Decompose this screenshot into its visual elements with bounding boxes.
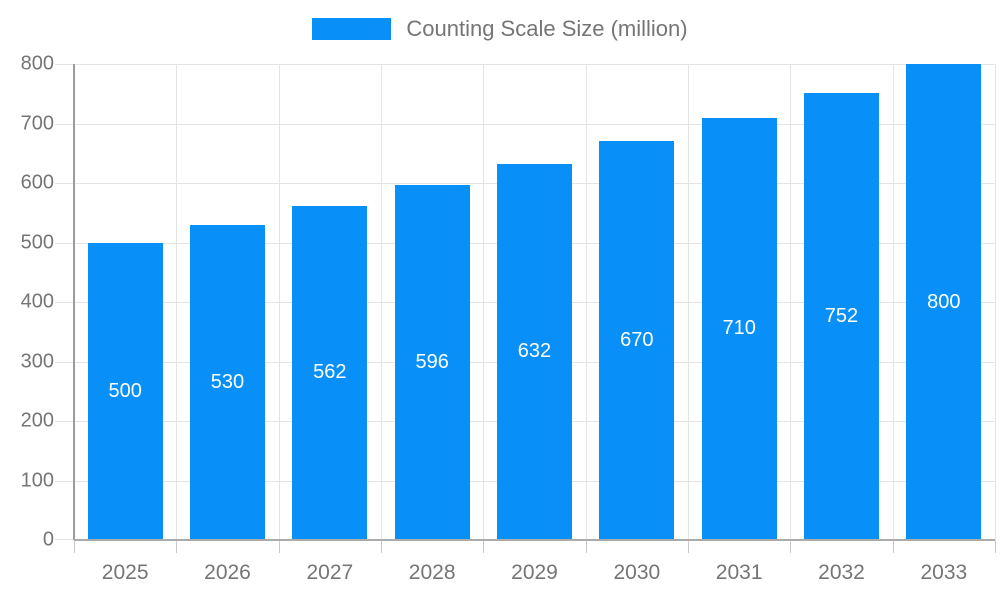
bar-2030[interactable]: 670 [599, 141, 675, 540]
y-axis-label-0: 0 [42, 528, 54, 551]
x-axis-line [74, 539, 995, 541]
x-tick-9 [995, 540, 996, 553]
x-axis-label-2026: 2026 [204, 561, 251, 584]
bar-value-label-2028: 596 [415, 351, 449, 374]
bar-value-label-2029: 632 [517, 340, 552, 363]
y-axis-label-100: 100 [20, 469, 54, 491]
x-gridline-5 [585, 64, 587, 540]
y-axis-label-700: 700 [20, 112, 54, 134]
x-gridline-6 [688, 64, 689, 540]
bar-2031[interactable]: 710 [701, 117, 777, 540]
x-axis-label-2025: 2025 [101, 561, 149, 584]
x-axis-label-2032: 2032 [818, 561, 865, 584]
bar-2025[interactable]: 500 [87, 242, 163, 540]
x-tick-0 [74, 540, 75, 553]
legend-label: Counting Scale Size (million) [406, 16, 688, 41]
x-tick-3 [381, 540, 382, 553]
x-axis-label-2030: 2030 [613, 561, 661, 584]
bar-value-label-2027: 562 [313, 361, 347, 384]
bar-value-label-2032: 752 [824, 304, 859, 327]
x-tick-6 [688, 540, 689, 553]
bar-2026[interactable]: 530 [190, 224, 265, 540]
x-tick-5 [585, 540, 587, 553]
y-tick-0 [55, 539, 74, 540]
y-axis-label-500: 500 [20, 231, 54, 253]
x-axis-label-2028: 2028 [408, 561, 456, 584]
bar-value-label-2030: 670 [620, 329, 654, 352]
x-axis-label-2027: 2027 [306, 561, 354, 584]
y-axis-label-400: 400 [20, 290, 54, 313]
chart-legend[interactable]: Counting Scale Size (million) [0, 16, 1000, 42]
x-gridline-9 [995, 64, 996, 540]
x-tick-8 [892, 540, 894, 553]
bar-2028[interactable]: 596 [394, 185, 470, 540]
x-gridline-2 [278, 64, 280, 540]
x-axis-label-2029: 2029 [511, 561, 558, 584]
x-gridline-4 [483, 64, 485, 540]
y-axis-label-200: 200 [20, 409, 54, 432]
x-gridline-3 [381, 64, 382, 540]
plot-area: 500 530 562 596 632 670 710 752 800 [55, 64, 996, 553]
bar-2029[interactable]: 632 [497, 163, 572, 540]
x-gridline-1 [176, 64, 178, 540]
legend-swatch-icon [312, 18, 392, 40]
bar-2033[interactable]: 800 [906, 64, 982, 540]
x-tick-7 [790, 540, 792, 553]
x-axis-label-2033: 2033 [920, 561, 968, 584]
x-tick-2 [278, 540, 280, 553]
bar-2032[interactable]: 752 [804, 92, 879, 540]
x-tick-4 [483, 540, 485, 553]
bar-value-label-2033: 800 [927, 290, 961, 313]
x-tick-1 [176, 540, 178, 553]
bar-value-label-2025: 500 [108, 379, 142, 402]
y-axis-line [73, 64, 75, 540]
y-gridline-700 [55, 123, 995, 125]
bar-value-label-2026: 530 [210, 370, 245, 393]
x-gridline-8 [892, 64, 894, 540]
x-gridline-7 [790, 64, 792, 540]
bar-2027[interactable]: 562 [292, 205, 368, 540]
bar-value-label-2031: 710 [722, 317, 756, 340]
y-axis-label-600: 600 [20, 171, 54, 194]
y-axis-label-300: 300 [20, 350, 54, 372]
y-gridline-800 [55, 64, 995, 65]
y-axis-label-800: 800 [20, 52, 54, 75]
x-axis-label-2031: 2031 [715, 561, 763, 584]
